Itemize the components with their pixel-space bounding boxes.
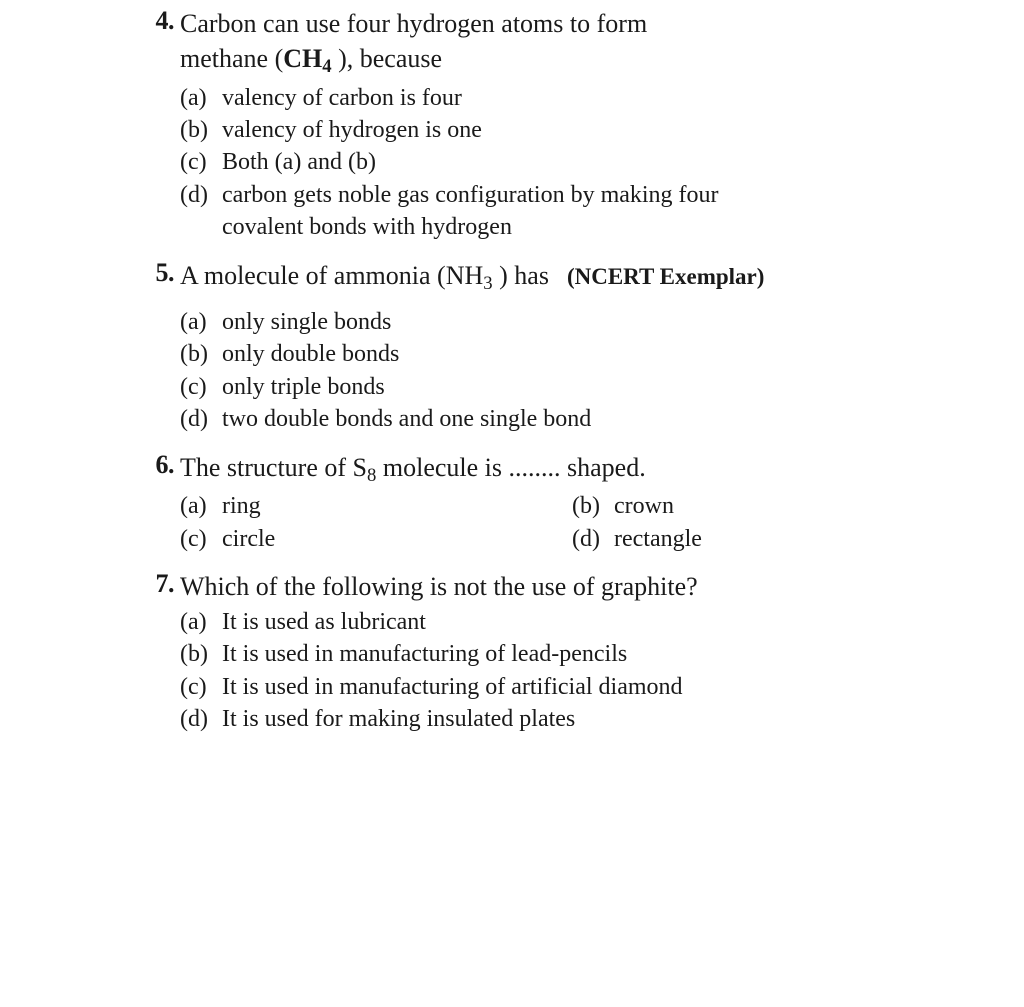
option-letter: (d)	[180, 703, 222, 735]
option-c: (c) It is used in manufacturing of artif…	[180, 671, 964, 703]
option-letter: (a)	[180, 490, 222, 522]
option-b: (b) only double bonds	[180, 338, 964, 370]
option-letter: (d)	[180, 403, 222, 435]
option-letter: (c)	[180, 523, 222, 555]
option-text: It is used in manufacturing of artificia…	[222, 671, 683, 703]
option-text: rectangle	[614, 523, 702, 555]
option-letter: (a)	[180, 306, 222, 338]
option-letter: (d)	[572, 523, 614, 555]
stem-post: molecule is ........ shaped.	[376, 453, 645, 482]
option-text: It is used as lubricant	[222, 606, 426, 638]
stem-pre: A molecule of ammonia (NH	[180, 261, 483, 290]
question-stem: A molecule of ammonia (NH3 ) has (NCERT …	[180, 258, 964, 297]
question-7: 7. Which of the following is not the use…	[180, 569, 964, 736]
option-text: valency of carbon is four	[222, 82, 462, 114]
option-b: (b) valency of hydrogen is one	[180, 114, 964, 146]
option-letter: (b)	[180, 638, 222, 670]
option-text: valency of hydrogen is one	[222, 114, 482, 146]
option-d: (d) rectangle	[572, 523, 964, 555]
question-4: 4. Carbon can use four hydrogen atoms to…	[180, 6, 964, 244]
option-text: circle	[222, 523, 275, 555]
question-number: 7.	[130, 569, 174, 599]
option-text: ring	[222, 490, 261, 522]
option-text: only double bonds	[222, 338, 399, 370]
option-b: (b) It is used in manufacturing of lead-…	[180, 638, 964, 670]
option-letter: (b)	[572, 490, 614, 522]
option-text: only triple bonds	[222, 371, 385, 403]
question-stem: Which of the following is not the use of…	[180, 569, 964, 604]
options: (a) ring (b) crown (c) circle (d) rectan…	[180, 490, 964, 555]
option-letter: (c)	[180, 671, 222, 703]
question-6: 6. The structure of S8 molecule is .....…	[180, 450, 964, 555]
option-letter: (d)	[180, 179, 222, 211]
stem-line2-post: ), because	[332, 44, 442, 73]
stem-pre: The structure of S	[180, 453, 367, 482]
question-stem: The structure of S8 molecule is ........…	[180, 450, 964, 489]
question-number: 4.	[130, 6, 174, 36]
formula-sub: 8	[367, 465, 376, 486]
option-d: (d) It is used for making insulated plat…	[180, 703, 964, 735]
stem-line2-pre: methane (	[180, 44, 283, 73]
option-d: (d) carbon gets noble gas configuration …	[180, 179, 964, 244]
formula-base: CH	[283, 44, 322, 73]
formula-sub: 3	[483, 273, 492, 294]
page: 4. Carbon can use four hydrogen atoms to…	[0, 0, 1024, 736]
option-c: (c) Both (a) and (b)	[180, 146, 964, 178]
option-b: (b) crown	[572, 490, 964, 522]
option-letter: (b)	[180, 338, 222, 370]
option-a: (a) valency of carbon is four	[180, 82, 964, 114]
option-text-line1: carbon gets noble gas configuration by m…	[222, 179, 719, 211]
option-c: (c) circle	[180, 523, 572, 555]
option-letter: (a)	[180, 82, 222, 114]
options: (a) It is used as lubricant (b) It is us…	[180, 606, 964, 736]
formula-sub: 4	[322, 56, 331, 77]
option-letter: (a)	[180, 606, 222, 638]
options: (a) valency of carbon is four (b) valenc…	[180, 82, 964, 244]
option-a: (a) only single bonds	[180, 306, 964, 338]
question-5: 5. A molecule of ammonia (NH3 ) has (NCE…	[180, 258, 964, 436]
options: (a) only single bonds (b) only double bo…	[180, 306, 964, 436]
option-a: (a) ring	[180, 490, 572, 522]
option-text-line2: covalent bonds with hydrogen	[180, 211, 964, 243]
option-text: It is used in manufacturing of lead-penc…	[222, 638, 627, 670]
option-c: (c) only triple bonds	[180, 371, 964, 403]
source-tag: (NCERT Exemplar)	[567, 261, 764, 292]
option-letter: (c)	[180, 371, 222, 403]
stem-post: ) has	[493, 261, 549, 290]
question-number: 6.	[130, 450, 174, 480]
question-number: 5.	[130, 258, 174, 288]
stem-line1: Carbon can use four hydrogen atoms to fo…	[180, 9, 647, 38]
option-a: (a) It is used as lubricant	[180, 606, 964, 638]
option-text: It is used for making insulated plates	[222, 703, 575, 735]
option-text: crown	[614, 490, 674, 522]
option-letter: (c)	[180, 146, 222, 178]
option-text: Both (a) and (b)	[222, 146, 376, 178]
option-text: only single bonds	[222, 306, 391, 338]
question-stem: Carbon can use four hydrogen atoms to fo…	[180, 6, 964, 80]
option-d: (d) two double bonds and one single bond	[180, 403, 964, 435]
option-text: two double bonds and one single bond	[222, 403, 591, 435]
option-letter: (b)	[180, 114, 222, 146]
